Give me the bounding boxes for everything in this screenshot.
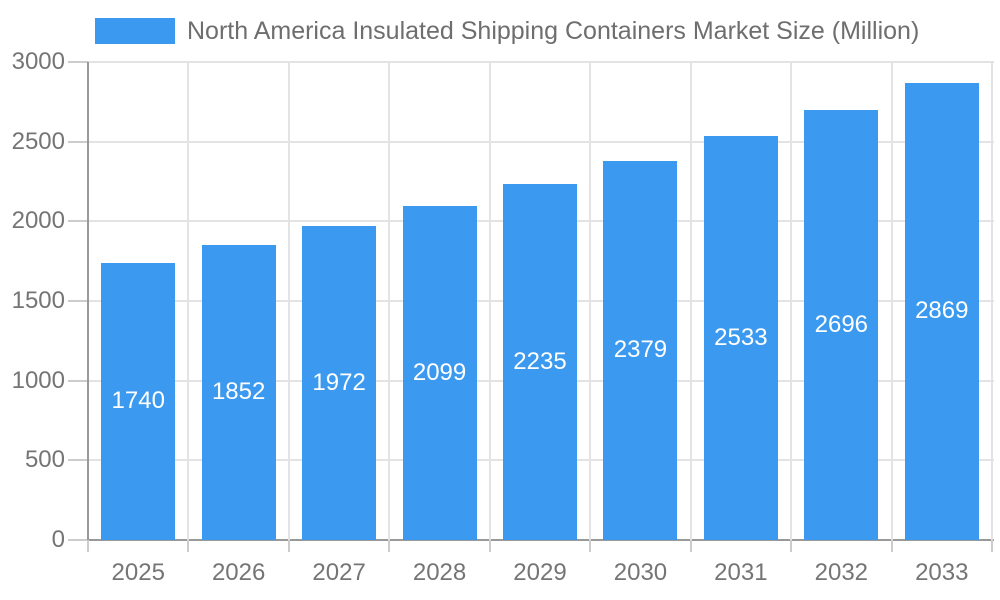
bar-2026[interactable] — [201, 244, 276, 540]
x-axis-label: 2025 — [111, 559, 165, 586]
x-gridline — [589, 62, 592, 540]
y-tick-mark — [68, 61, 88, 63]
y-axis-label: 3000 — [11, 48, 65, 75]
y-axis-label: 2500 — [11, 127, 65, 155]
bar-value-label: 1740 — [111, 387, 165, 415]
x-tick-mark — [890, 540, 893, 552]
y-axis-label: 1000 — [11, 366, 65, 394]
x-gridline — [890, 62, 893, 540]
x-axis-label: 2026 — [211, 559, 266, 586]
y-axis-label: 2000 — [11, 207, 65, 235]
x-axis-label: 2029 — [513, 559, 567, 586]
x-tick-mark — [488, 540, 491, 552]
y-gridline — [88, 140, 994, 143]
x-axis-label: 2031 — [714, 559, 768, 586]
y-axis-label: 500 — [24, 446, 65, 474]
y-tick-mark — [68, 140, 88, 143]
x-axis-label: 2032 — [814, 559, 869, 586]
x-tick-mark — [87, 540, 89, 552]
bar-2027[interactable] — [302, 225, 377, 540]
x-gridline — [388, 62, 391, 540]
y-axis-line — [87, 62, 89, 540]
legend-label: North America Insulated Shipping Contain… — [187, 16, 920, 45]
bar-value-label: 1972 — [312, 368, 366, 396]
bar-value-label: 2235 — [513, 347, 567, 375]
x-gridline — [991, 62, 993, 540]
x-axis-label: 2027 — [312, 559, 366, 586]
y-tick-mark — [68, 300, 88, 302]
bar-2031[interactable] — [703, 136, 778, 540]
x-gridline — [488, 62, 491, 540]
bar-2029[interactable] — [503, 183, 577, 540]
y-tick-mark — [68, 220, 88, 223]
x-tick-mark — [388, 540, 391, 552]
bar-value-label: 2869 — [915, 297, 969, 325]
bar-2028[interactable] — [402, 205, 477, 540]
y-axis-label: 1500 — [11, 287, 65, 314]
bar-value-label: 2696 — [814, 311, 869, 339]
y-tick-mark — [68, 459, 88, 462]
x-axis-line — [88, 539, 994, 541]
x-axis-label: 2033 — [915, 559, 969, 586]
y-tick-mark — [68, 379, 88, 382]
y-gridline — [88, 61, 994, 63]
x-tick-mark — [790, 540, 793, 552]
bar-value-label: 2533 — [714, 324, 768, 352]
bar-value-label: 1852 — [211, 378, 266, 406]
x-gridline — [790, 62, 793, 540]
bar-value-label: 2379 — [613, 336, 668, 364]
bar-2032[interactable] — [804, 110, 879, 540]
bar-value-label: 2099 — [412, 358, 467, 386]
y-tick-mark — [68, 539, 88, 541]
bar-2030[interactable] — [603, 160, 678, 540]
x-axis-label: 2030 — [613, 559, 668, 586]
x-tick-mark — [589, 540, 592, 552]
x-axis-label: 2028 — [412, 559, 467, 586]
legend-color-swatch — [95, 18, 175, 44]
y-axis-label: 0 — [51, 526, 65, 553]
x-tick-mark — [287, 540, 290, 552]
x-tick-mark — [187, 540, 190, 552]
bar-2025[interactable] — [101, 262, 176, 540]
bar-2033[interactable] — [904, 82, 979, 540]
x-gridline — [187, 62, 190, 540]
x-tick-mark — [991, 540, 993, 552]
x-gridline — [287, 62, 290, 540]
x-gridline — [689, 62, 692, 540]
x-tick-mark — [689, 540, 692, 552]
legend-item[interactable]: North America Insulated Shipping Contain… — [95, 13, 919, 49]
